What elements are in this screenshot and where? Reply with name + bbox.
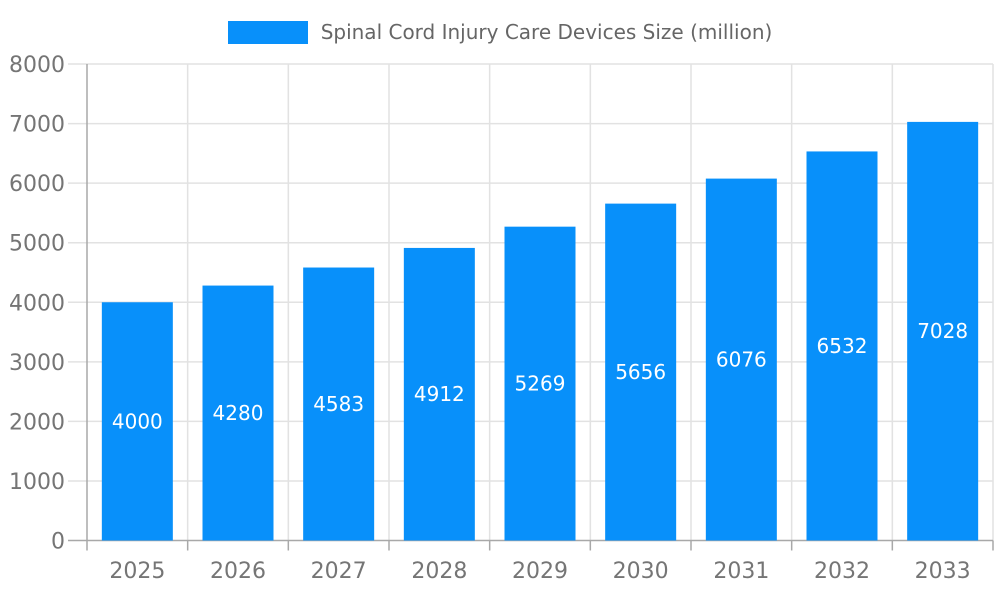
bar-value-label: 4000	[112, 409, 163, 433]
x-tick-label: 2032	[814, 559, 870, 584]
bar	[806, 151, 878, 541]
bar	[907, 121, 979, 541]
bar	[403, 247, 475, 541]
legend-swatch-icon	[227, 20, 308, 44]
bar	[303, 267, 375, 541]
bar-value-label: 5269	[515, 372, 566, 396]
y-tick-label: 5000	[9, 232, 65, 257]
legend-item[interactable]: Spinal Cord Injury Care Devices Size (mi…	[0, 20, 1000, 44]
x-tick-label: 2026	[210, 559, 266, 584]
bar	[705, 178, 777, 541]
bar-value-label: 7028	[917, 319, 968, 343]
y-tick-label: 1000	[9, 470, 65, 495]
x-tick-label: 2025	[109, 559, 165, 584]
bar	[202, 285, 274, 541]
y-tick-label: 4000	[9, 291, 65, 316]
bar-value-label: 6076	[716, 348, 767, 372]
y-tick-label: 6000	[9, 172, 65, 197]
x-tick-label: 2027	[311, 559, 367, 584]
x-tick-label: 2030	[613, 559, 669, 584]
y-tick-label: 8000	[9, 53, 65, 78]
bar-value-label: 4280	[213, 401, 264, 425]
y-tick-label: 3000	[9, 351, 65, 376]
bar	[504, 226, 576, 541]
x-tick-label: 2029	[512, 559, 568, 584]
bar-value-label: 4583	[313, 392, 364, 416]
bar	[605, 203, 677, 541]
x-tick-label: 2028	[411, 559, 467, 584]
y-tick-label: 7000	[9, 113, 65, 138]
bar	[101, 302, 173, 541]
bar-value-label: 4912	[414, 382, 465, 406]
bar-value-label: 5656	[615, 360, 666, 384]
y-tick-label: 2000	[9, 410, 65, 435]
x-tick-label: 2031	[713, 559, 769, 584]
y-tick-label: 0	[51, 530, 65, 555]
bar-value-label: 6532	[817, 334, 868, 358]
x-tick-label: 2033	[915, 559, 971, 584]
legend-label: Spinal Cord Injury Care Devices Size (mi…	[320, 20, 773, 44]
